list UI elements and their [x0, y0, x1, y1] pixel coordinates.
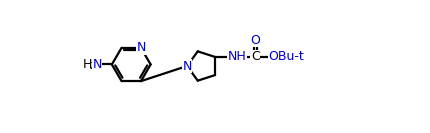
Text: C: C	[251, 50, 260, 63]
Text: N: N	[136, 41, 146, 54]
Text: OBu-t: OBu-t	[268, 50, 304, 63]
Text: N: N	[92, 58, 102, 71]
Text: H: H	[83, 58, 92, 71]
Text: O: O	[250, 34, 260, 47]
Text: N: N	[182, 59, 192, 72]
Text: NH: NH	[227, 50, 246, 63]
Text: 2: 2	[90, 62, 95, 71]
